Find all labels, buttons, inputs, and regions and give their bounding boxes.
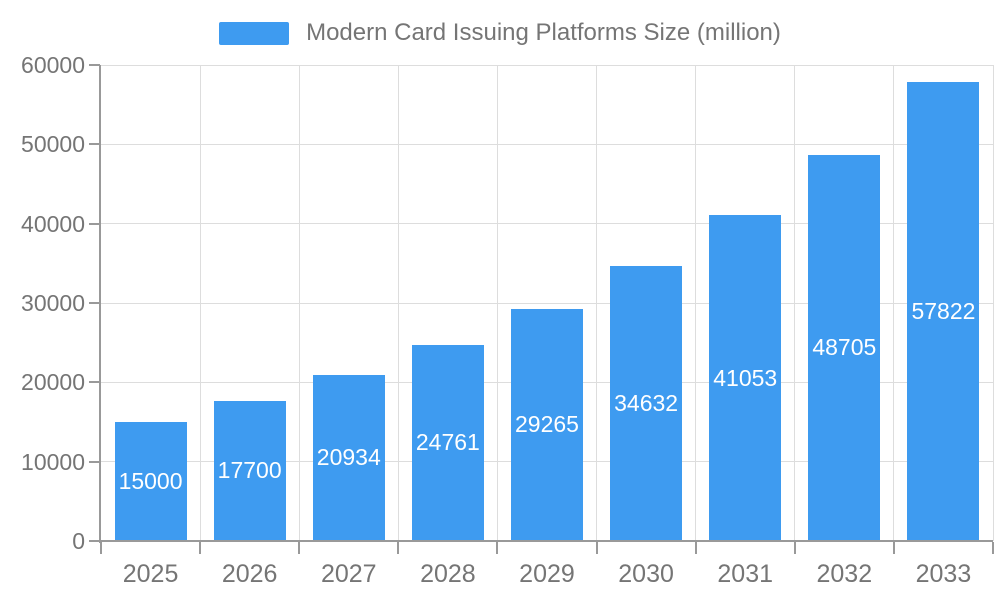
bar: 48705 <box>808 154 881 541</box>
v-gridline <box>199 65 201 541</box>
bar: 34632 <box>610 266 683 541</box>
x-axis-tick <box>694 542 697 554</box>
bar: 20934 <box>312 374 385 541</box>
bar-value-label: 29265 <box>515 411 579 438</box>
y-axis-tick <box>89 64 100 66</box>
x-axis-tick <box>595 542 598 554</box>
y-axis-tick <box>89 460 100 463</box>
legend: Modern Card Issuing Platforms Size (mill… <box>0 20 1000 46</box>
x-axis-label: 2029 <box>519 560 575 588</box>
x-axis-tick <box>892 542 895 554</box>
v-gridline <box>893 65 895 541</box>
x-axis-tick <box>199 542 202 554</box>
legend-label: Modern Card Issuing Platforms Size (mill… <box>306 19 781 46</box>
h-gridline <box>101 143 993 145</box>
y-axis-tick <box>89 143 100 146</box>
y-axis-label: 0 <box>72 528 85 554</box>
legend-marker <box>219 21 290 45</box>
v-gridline <box>298 65 300 541</box>
bar: 29265 <box>511 308 583 541</box>
v-gridline <box>496 65 498 541</box>
x-axis-label: 2027 <box>320 560 377 588</box>
bar-value-label: 15000 <box>118 468 183 494</box>
plot-area: 15000 17700 20934 24761 29265 34632 41053 48705… <box>101 64 994 541</box>
v-gridline <box>596 65 598 541</box>
bar-value-label: 41053 <box>713 364 778 391</box>
x-axis-label: 2033 <box>915 560 972 588</box>
x-axis-tick <box>100 542 102 554</box>
h-gridline <box>101 64 993 66</box>
x-axis-label: 2026 <box>221 560 278 588</box>
y-axis-label: 30000 <box>21 290 85 316</box>
v-gridline <box>695 65 697 541</box>
v-gridline <box>992 65 994 541</box>
bar: 15000 <box>114 422 187 541</box>
bar: 57822 <box>907 82 980 541</box>
y-axis-label: 10000 <box>21 448 85 475</box>
y-axis-label: 20000 <box>21 369 85 396</box>
bar-value-label: 34632 <box>614 390 679 417</box>
bar: 17700 <box>213 400 286 541</box>
x-axis-label: 2030 <box>618 560 674 588</box>
x-axis-label: 2031 <box>717 560 774 588</box>
bar-value-label: 48705 <box>812 334 877 361</box>
x-axis-label: 2025 <box>122 560 179 588</box>
bar: 41053 <box>709 215 782 541</box>
x-axis-line <box>99 540 993 542</box>
y-axis-label: 60000 <box>21 52 85 78</box>
v-gridline <box>397 65 399 541</box>
y-axis-tick <box>89 222 100 225</box>
y-axis-label: 40000 <box>21 210 85 237</box>
y-axis-tick <box>89 302 100 304</box>
x-axis-tick <box>496 542 499 554</box>
x-axis-tick <box>793 542 796 554</box>
x-axis-tick <box>992 542 994 554</box>
h-gridline <box>101 223 993 225</box>
x-axis-tick <box>397 542 400 554</box>
y-axis-line <box>99 65 101 543</box>
y-axis-tick <box>89 540 100 542</box>
bar-value-label: 20934 <box>316 444 381 471</box>
x-axis-label: 2028 <box>420 560 476 588</box>
y-axis-label: 50000 <box>21 131 85 158</box>
x-axis-tick <box>298 542 301 554</box>
x-axis-label: 2032 <box>816 560 873 588</box>
bar-value-label: 57822 <box>911 298 976 325</box>
bar-value-label: 17700 <box>217 457 282 484</box>
h-gridline <box>101 302 993 304</box>
y-axis-tick <box>89 381 100 384</box>
v-gridline <box>794 65 796 541</box>
bar-value-label: 24761 <box>415 429 480 456</box>
bar: 24761 <box>411 344 484 541</box>
